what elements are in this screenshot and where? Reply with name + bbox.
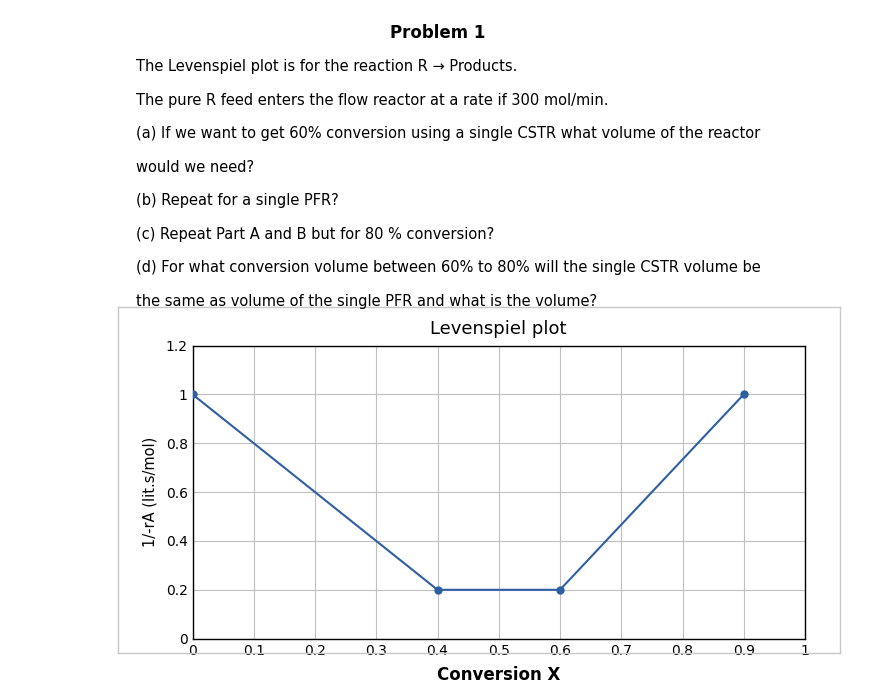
Text: The Levenspiel plot is for the reaction R → Products.: The Levenspiel plot is for the reaction … xyxy=(136,59,517,74)
Text: (a) If we want to get 60% conversion using a single CSTR what volume of the reac: (a) If we want to get 60% conversion usi… xyxy=(136,126,760,141)
Title: Levenspiel plot: Levenspiel plot xyxy=(430,320,567,339)
Text: The pure R feed enters the flow reactor at a rate if 300 mol/min.: The pure R feed enters the flow reactor … xyxy=(136,93,608,107)
Text: (b) Repeat for a single PFR?: (b) Repeat for a single PFR? xyxy=(136,193,339,208)
Text: (d) For what conversion volume between 60% to 80% will the single CSTR volume be: (d) For what conversion volume between 6… xyxy=(136,260,760,275)
Text: the same as volume of the single PFR and what is the volume?: the same as volume of the single PFR and… xyxy=(136,294,597,309)
Y-axis label: 1/-rA (lit.s/mol): 1/-rA (lit.s/mol) xyxy=(143,437,158,547)
X-axis label: Conversion X: Conversion X xyxy=(438,666,561,684)
Text: (c) Repeat Part A and B but for 80 % conversion?: (c) Repeat Part A and B but for 80 % con… xyxy=(136,227,493,242)
Text: Problem 1: Problem 1 xyxy=(390,24,485,43)
Text: would we need?: would we need? xyxy=(136,160,254,174)
